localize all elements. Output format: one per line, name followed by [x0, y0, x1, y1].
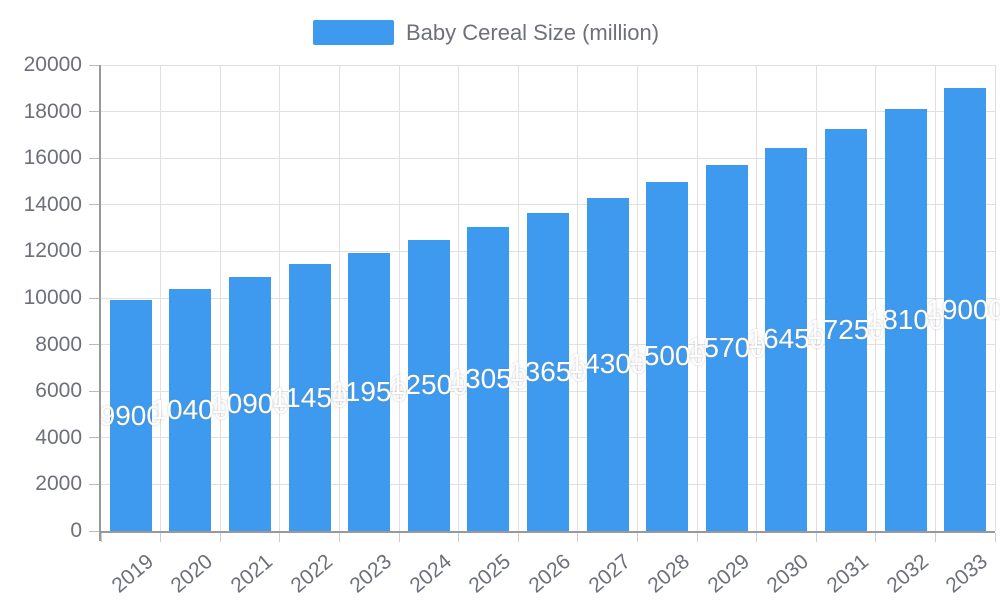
y-axis-label: 0: [70, 519, 82, 542]
bar[interactable]: [169, 288, 212, 531]
y-gridline: [101, 157, 995, 159]
legend-label: Baby Cereal Size (million): [406, 20, 660, 45]
bar[interactable]: [229, 277, 271, 531]
y-gridline: [101, 111, 995, 113]
x-gridline: [338, 65, 340, 531]
y-axis-tick: [89, 530, 99, 532]
bar[interactable]: [705, 165, 748, 531]
x-axis-tick: [398, 533, 400, 542]
x-axis-tick: [338, 533, 340, 542]
bar[interactable]: [288, 264, 331, 531]
legend-color-swatch-icon: [313, 20, 394, 45]
bar[interactable]: [944, 88, 987, 531]
y-axis-label: 20000: [23, 53, 82, 76]
y-axis-label: 2000: [35, 472, 82, 496]
y-axis-line: [99, 65, 101, 541]
y-axis-label: 18000: [23, 99, 82, 123]
x-axis-label: 2019: [107, 549, 158, 598]
bar[interactable]: [348, 252, 391, 531]
bar[interactable]: [646, 181, 689, 531]
x-gridline: [279, 65, 281, 531]
x-gridline: [517, 65, 519, 531]
x-axis-tick: [100, 533, 102, 542]
x-gridline: [577, 65, 579, 531]
y-axis-label: 12000: [23, 239, 82, 263]
x-axis-tick: [458, 533, 460, 542]
x-axis-tick: [994, 533, 996, 542]
x-gridline: [398, 65, 400, 531]
x-gridline: [160, 65, 162, 531]
y-axis-tick: [89, 297, 99, 299]
y-axis-tick: [89, 204, 99, 206]
bar[interactable]: [407, 239, 450, 531]
y-axis-tick: [89, 344, 99, 346]
y-axis-label: 8000: [35, 332, 82, 356]
bar[interactable]: [765, 147, 808, 531]
x-gridline: [994, 65, 996, 531]
x-gridline: [219, 65, 221, 531]
legend-item[interactable]: Baby Cereal Size (million): [313, 19, 659, 46]
x-axis-tick: [279, 533, 281, 542]
y-gridline: [101, 64, 995, 66]
y-axis-label: 14000: [23, 192, 82, 216]
x-gridline: [696, 65, 698, 531]
x-axis-tick: [219, 533, 221, 542]
y-axis-tick: [89, 437, 99, 439]
x-gridline: [875, 65, 877, 531]
y-axis-label: 16000: [23, 146, 82, 170]
x-axis-tick: [160, 533, 162, 542]
x-gridline: [934, 65, 936, 531]
y-axis-tick: [89, 111, 99, 113]
y-axis-tick: [89, 390, 99, 392]
y-axis-label: 4000: [35, 425, 82, 449]
x-gridline: [756, 65, 758, 531]
y-axis-tick: [89, 483, 99, 485]
y-axis-tick: [89, 157, 99, 159]
x-gridline: [458, 65, 460, 531]
x-axis-tick: [517, 533, 519, 542]
y-gridline: [101, 204, 995, 206]
bar[interactable]: [467, 226, 510, 531]
y-axis-label: 6000: [35, 379, 82, 403]
bar[interactable]: [109, 300, 152, 531]
x-axis-tick: [577, 533, 579, 542]
x-axis-tick: [636, 533, 638, 542]
y-axis-tick: [89, 250, 99, 252]
x-gridline: [815, 65, 817, 531]
bar[interactable]: [825, 129, 867, 531]
y-axis-label: 10000: [23, 286, 82, 309]
y-axis-tick: [89, 64, 99, 66]
x-gridline: [636, 65, 638, 531]
x-axis-tick: [875, 533, 877, 542]
plot-area: 0 2000 4000 6000 8000 10000 12000 14000 16000 180…: [24, 53, 1000, 597]
x-axis-tick: [756, 533, 758, 542]
x-axis-line: [99, 531, 995, 533]
x-axis-tick: [696, 533, 698, 542]
x-axis-tick: [815, 533, 817, 542]
x-axis-tick: [934, 533, 936, 542]
bar[interactable]: [527, 212, 569, 531]
bar[interactable]: [884, 109, 927, 531]
bar[interactable]: [586, 197, 629, 531]
